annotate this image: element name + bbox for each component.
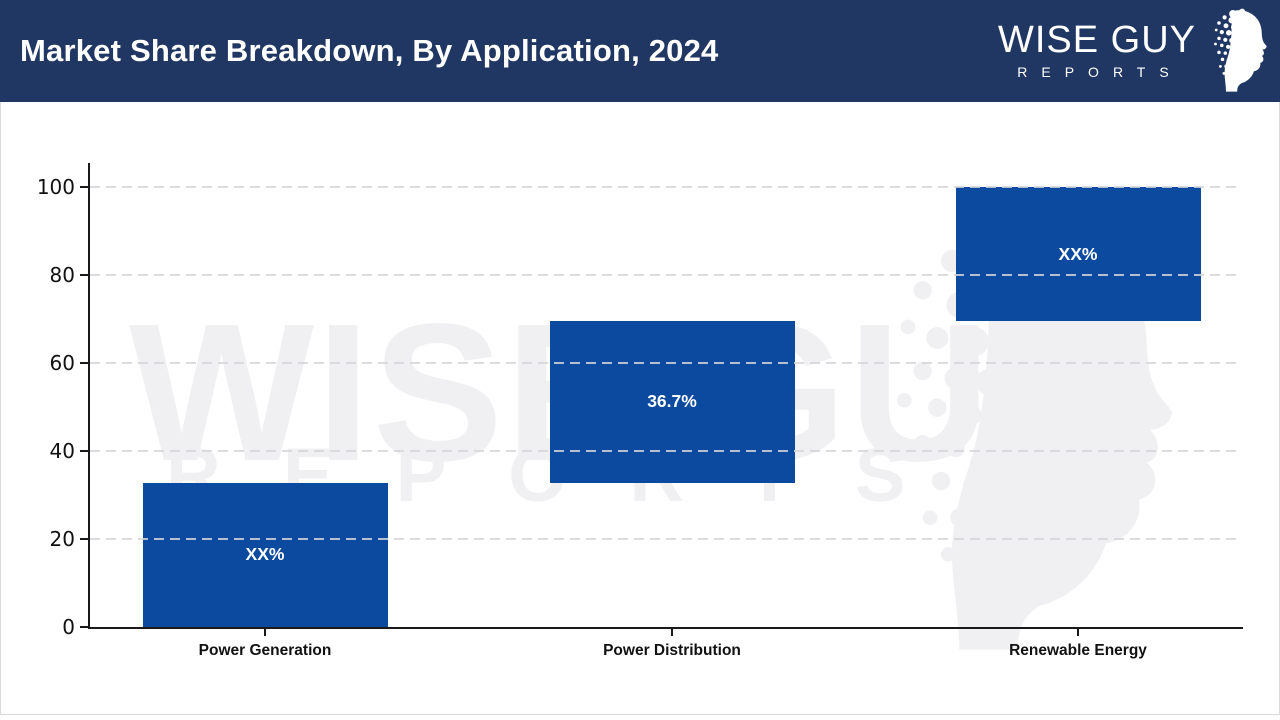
bar-segment-1 (142, 482, 388, 627)
bar-value-label-3: XX% (1058, 243, 1098, 264)
page-title: Market Share Breakdown, By Application, … (20, 33, 719, 68)
logo-brand-name: WISE GUY (997, 19, 1196, 61)
x-tick-label-2: Power Distribution (603, 642, 741, 659)
gridline-y-100 (90, 186, 1241, 188)
bar-segment-2 (549, 321, 795, 483)
gridline-y-60 (90, 362, 1241, 364)
y-tick-0 (80, 626, 88, 628)
y-tick-20 (80, 538, 88, 540)
y-tick-label-100: 100 (36, 175, 75, 199)
y-tick-label-40: 40 (49, 439, 75, 463)
header-bar: Market Share Breakdown, By Application, … (0, 0, 1280, 102)
bar-value-label-2: 36.7% (647, 391, 697, 412)
y-tick-label-20: 20 (49, 527, 75, 551)
y-tick-40 (80, 450, 88, 452)
x-tick-label-1: Power Generation (198, 642, 332, 659)
y-axis-line (88, 163, 90, 629)
x-axis-line (88, 627, 1243, 629)
y-tick-label-80: 80 (49, 263, 75, 287)
plot-area: WISE GUY REPORTS 020406080100XX%36.7%XX%… (0, 102, 1280, 715)
logo-text: WISE GUY REPORTS (998, 20, 1196, 82)
wise-guy-face-icon (1198, 8, 1268, 94)
x-tick-label-3: Renewable Energy (1009, 642, 1147, 659)
x-tick-1 (264, 629, 266, 636)
x-tick-2 (671, 629, 673, 636)
wise-guy-reports-logo: WISE GUY REPORTS (998, 0, 1268, 102)
logo-brand-subtitle: REPORTS (1017, 64, 1183, 80)
bar-segment-3 (955, 187, 1201, 322)
gridline-y-20 (90, 538, 1241, 540)
gridline-y-80 (90, 274, 1241, 276)
y-tick-80 (80, 274, 88, 276)
y-tick-label-0: 0 (62, 615, 75, 639)
gridline-y-40 (90, 450, 1241, 452)
x-tick-3 (1077, 629, 1079, 636)
y-tick-label-60: 60 (49, 351, 75, 375)
bar-value-label-1: XX% (245, 544, 285, 565)
y-tick-60 (80, 362, 88, 364)
y-tick-100 (80, 186, 88, 188)
